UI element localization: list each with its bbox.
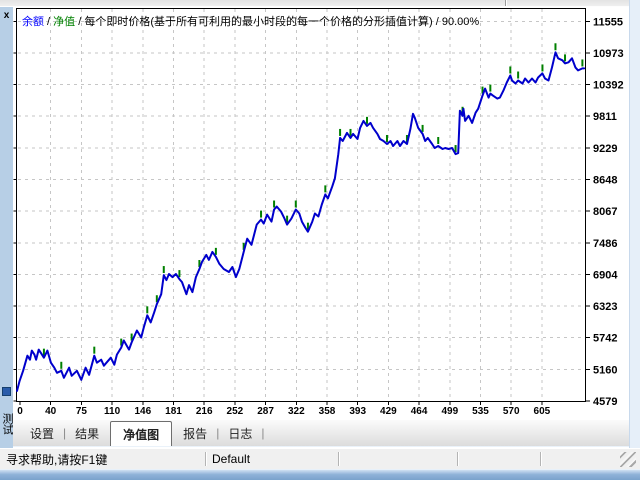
axis-ticks: [13, 20, 590, 405]
toolbar-edge-strip: [0, 0, 629, 7]
toolbar-separator: [505, 0, 507, 6]
legend-separator: /: [432, 16, 442, 28]
status-cell-empty: [339, 449, 457, 469]
svg-text:535: 535: [472, 406, 489, 417]
status-help-text: 寻求帮助,请按F1键: [6, 452, 108, 467]
tab-report[interactable]: 报告: [183, 426, 208, 441]
svg-text:7486: 7486: [593, 238, 617, 250]
tab-results[interactable]: 结果: [75, 426, 100, 441]
close-icon[interactable]: x: [3, 10, 10, 21]
status-separator: [205, 452, 206, 466]
svg-text:4579: 4579: [593, 396, 617, 408]
tab-equity-graph[interactable]: 净值图: [110, 421, 173, 446]
axis-labels: 0 40 75 110 146 181 216 252 287 322 358 393 429 464 49…: [17, 16, 623, 417]
svg-text:287: 287: [257, 406, 274, 417]
tab-separator: |: [216, 426, 220, 440]
svg-text:10973: 10973: [593, 48, 624, 60]
status-separator: [457, 452, 458, 466]
balance-series: [16, 51, 586, 392]
svg-text:110: 110: [104, 406, 121, 417]
svg-text:9811: 9811: [593, 111, 617, 123]
tab-separator: |: [63, 426, 67, 440]
svg-text:0: 0: [17, 406, 23, 417]
svg-text:8648: 8648: [593, 175, 617, 187]
window-bottom-border: [0, 469, 640, 480]
tab-journal[interactable]: 日志: [228, 426, 253, 441]
tester-panel-icon: [2, 387, 11, 396]
chart-legend: 余额 / 净值 / 每个即时价格(基于所有可利用的最小时段的每一个价格的分形插值…: [22, 13, 479, 29]
svg-text:216: 216: [196, 406, 213, 417]
equity-chart-canvas[interactable]: 0 40 75 110 146 181 216 252 287 322 358 393 429 464 49…: [13, 7, 629, 420]
svg-text:5160: 5160: [593, 364, 617, 376]
tab-settings[interactable]: 设置: [30, 426, 55, 441]
status-profile[interactable]: Default: [212, 452, 251, 466]
svg-text:40: 40: [45, 406, 57, 417]
svg-text:75: 75: [76, 406, 88, 417]
svg-text:9229: 9229: [593, 143, 617, 155]
status-cell-empty: [458, 449, 540, 469]
svg-text:358: 358: [319, 406, 336, 417]
status-separator: [540, 452, 541, 466]
legend-model-description: 每个即时价格(基于所有可利用的最小时段的每一个价格的分形插值计算): [84, 16, 433, 28]
svg-text:6323: 6323: [593, 301, 617, 313]
svg-text:181: 181: [165, 406, 182, 417]
svg-text:605: 605: [534, 406, 551, 417]
svg-text:5742: 5742: [593, 333, 617, 345]
legend-balance-label: 余额: [22, 16, 44, 28]
svg-text:393: 393: [349, 406, 366, 417]
legend-separator: /: [44, 16, 54, 28]
svg-text:8067: 8067: [593, 206, 617, 218]
legend-equity-label: 净值: [53, 16, 76, 28]
tester-panel-vertical-title[interactable]: 测试: [1, 413, 13, 435]
svg-text:10392: 10392: [593, 80, 624, 92]
svg-text:6904: 6904: [593, 269, 618, 281]
legend-modeling-quality: 90.00%: [441, 16, 480, 28]
svg-text:146: 146: [134, 406, 151, 417]
status-cell-empty: [541, 449, 640, 469]
resize-grip-icon[interactable]: [620, 452, 636, 467]
status-bar: 寻求帮助,请按F1键 Default: [0, 448, 640, 469]
plot-border: [16, 8, 586, 402]
tester-panel-titlebar: x 测试: [0, 7, 13, 448]
svg-text:252: 252: [227, 406, 244, 417]
svg-text:322: 322: [288, 406, 305, 417]
status-separator: [338, 452, 339, 466]
tab-separator: |: [261, 426, 265, 440]
legend-separator: /: [75, 16, 85, 28]
equity-chart-area: 0 40 75 110 146 181 216 252 287 322 358 393 429 464 49…: [13, 7, 629, 420]
svg-text:570: 570: [503, 406, 520, 417]
svg-text:429: 429: [380, 406, 397, 417]
tester-tab-bar: 设置 | 结果 净值图 报告 | 日志 |: [13, 420, 629, 447]
chart-gridlines: [18, 9, 584, 400]
svg-text:464: 464: [411, 406, 428, 417]
svg-text:11555: 11555: [593, 16, 623, 28]
svg-text:499: 499: [441, 406, 458, 417]
window-border-strip: [629, 0, 640, 469]
